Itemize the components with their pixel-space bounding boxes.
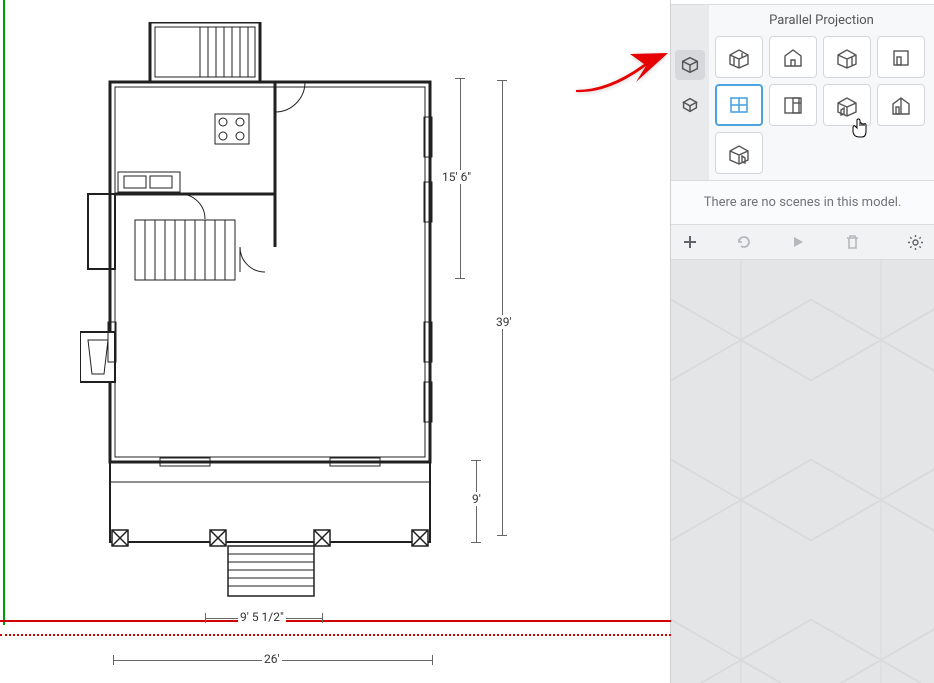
play-scene-button[interactable] (789, 233, 807, 251)
dim-label: 39' (494, 315, 514, 329)
standard-views-grid (715, 36, 928, 174)
dim-label: 9' 5 1/2" (238, 610, 286, 624)
panel-background (671, 260, 934, 683)
views-panel: Parallel Projection (670, 0, 934, 683)
dim-label: 26' (262, 652, 282, 666)
refresh-scene-button[interactable] (735, 233, 753, 251)
axis-y (3, 0, 5, 625)
view-back-button[interactable] (877, 84, 925, 126)
axis-x-neg (0, 634, 671, 636)
view-iso-front-left-button[interactable] (823, 36, 871, 78)
scene-settings-button[interactable] (906, 233, 924, 251)
view-iso-back-left-button[interactable] (823, 84, 871, 126)
floorplan-drawing (80, 22, 460, 622)
scenes-empty-message: There are no scenes in this model. (671, 180, 934, 225)
view-right-button[interactable] (769, 84, 817, 126)
projection-title: Parallel Projection (715, 13, 928, 28)
canvas-viewport[interactable]: 15' 6" 39' 9' 9' 5 1/2" 26' (0, 0, 670, 683)
dim-label: 9' (470, 492, 483, 506)
delete-scene-button[interactable] (843, 233, 861, 251)
perspective-mode-button[interactable] (675, 50, 705, 80)
add-scene-button[interactable] (681, 233, 699, 251)
view-iso-front-right-button[interactable] (715, 36, 763, 78)
view-front-button[interactable] (769, 36, 817, 78)
view-left-button[interactable] (877, 36, 925, 78)
parallel-mode-button[interactable] (675, 90, 705, 120)
view-iso-back-right-button[interactable] (715, 132, 763, 174)
view-top-button[interactable] (715, 84, 763, 126)
dim-line (502, 80, 503, 535)
annotation-arrow (568, 34, 678, 108)
dim-label: 15' 6" (440, 170, 473, 184)
scenes-toolbar (671, 225, 934, 260)
